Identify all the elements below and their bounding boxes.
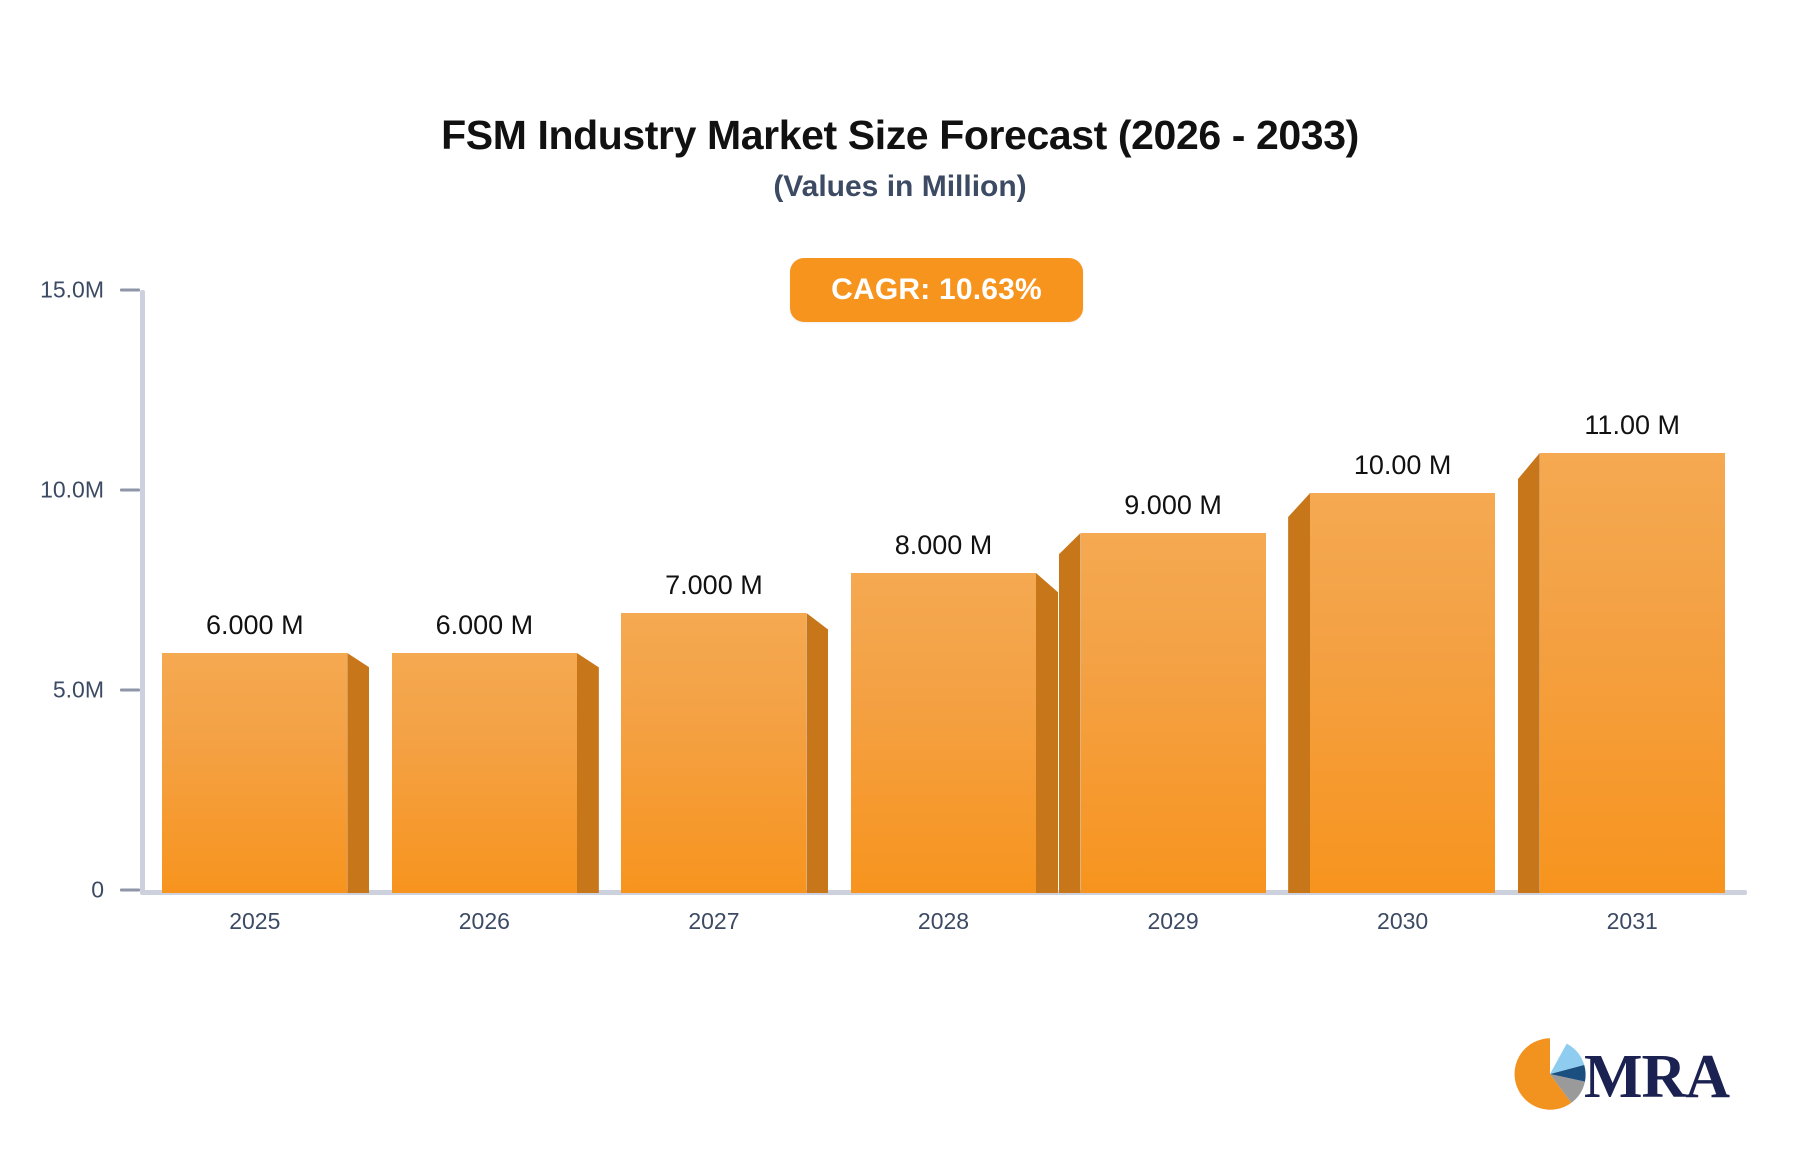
bar-value-label: 7.000 M bbox=[665, 570, 763, 600]
bar-side-face bbox=[1288, 493, 1311, 893]
x-tick-label-2031: 2031 bbox=[1606, 908, 1658, 934]
bar-2028[interactable]: 8.000 M bbox=[851, 530, 1058, 893]
bar-side-face bbox=[806, 613, 829, 893]
bar-side-face bbox=[576, 653, 599, 893]
y-tick-label: 5.0M bbox=[52, 676, 104, 703]
y-tick-15.0M: 15.0M bbox=[12, 277, 140, 304]
bar-front-face bbox=[851, 573, 1036, 893]
chart-title: FSM Industry Market Size Forecast (2026 … bbox=[441, 112, 1359, 158]
x-tick-label-2027: 2027 bbox=[688, 908, 740, 934]
x-tick-label-2025: 2025 bbox=[229, 908, 281, 934]
bar-front-face bbox=[162, 653, 348, 893]
bar-2031[interactable]: 11.00 M bbox=[1517, 410, 1725, 893]
bar-front-face bbox=[621, 613, 807, 893]
bar-value-label: 10.00 M bbox=[1353, 450, 1452, 480]
bar-2029[interactable]: 9.000 M bbox=[1058, 490, 1266, 893]
y-tick-10.0M: 10.0M bbox=[12, 477, 140, 504]
y-axis-line bbox=[140, 290, 145, 894]
y-tick-label: 15.0M bbox=[40, 276, 104, 303]
mra-logo: MRA bbox=[1512, 1036, 1730, 1117]
bar-2027[interactable]: 7.000 M bbox=[621, 570, 829, 893]
bar-front-face bbox=[391, 653, 577, 893]
logo-wordmark: MRA bbox=[1584, 1042, 1730, 1111]
y-tick-label: 10.0M bbox=[40, 476, 104, 503]
bar-side-face bbox=[347, 653, 370, 893]
bar-side-face bbox=[1036, 573, 1058, 893]
bar-front-face bbox=[1310, 493, 1496, 893]
bar-2025[interactable]: 6.000 M bbox=[162, 610, 370, 893]
x-tick-label-2026: 2026 bbox=[458, 908, 510, 934]
bar-side-face bbox=[1058, 533, 1081, 893]
y-tick-mark bbox=[120, 288, 140, 292]
bar-2030[interactable]: 10.00 M bbox=[1288, 450, 1496, 893]
y-tick-mark bbox=[120, 888, 140, 892]
bar-2026[interactable]: 6.000 M bbox=[391, 610, 599, 893]
y-tick-5.0M: 5.0M bbox=[12, 677, 140, 704]
x-tick-label-2028: 2028 bbox=[917, 908, 970, 934]
chart-subtitle: (Values in Million) bbox=[773, 170, 1027, 203]
x-tick-label-2029: 2029 bbox=[1147, 908, 1199, 934]
x-tick-label-2030: 2030 bbox=[1377, 908, 1429, 934]
y-tick-mark bbox=[120, 688, 140, 692]
y-tick-mark bbox=[120, 488, 140, 492]
bar-side-face bbox=[1517, 453, 1540, 893]
plot-area: 0 5.0M 10.0M 15.0M 6.000 M 6.000 M 7.000 M 8.0… bbox=[40, 277, 1750, 934]
bar-value-label: 11.00 M bbox=[1584, 410, 1680, 440]
cagr-badge: CAGR: 10.63% bbox=[790, 258, 1083, 322]
bar-value-label: 6.000 M bbox=[206, 610, 304, 640]
y-tick-0: 0 bbox=[12, 877, 140, 904]
bar-value-label: 6.000 M bbox=[435, 610, 534, 640]
bar-front-face bbox=[1080, 533, 1266, 893]
bar-value-label: 9.000 M bbox=[1124, 490, 1222, 520]
y-tick-label: 0 bbox=[91, 876, 104, 903]
bar-front-face bbox=[1539, 453, 1725, 893]
pie-chart-icon bbox=[1512, 1036, 1588, 1117]
bar-value-label: 8.000 M bbox=[894, 530, 993, 560]
